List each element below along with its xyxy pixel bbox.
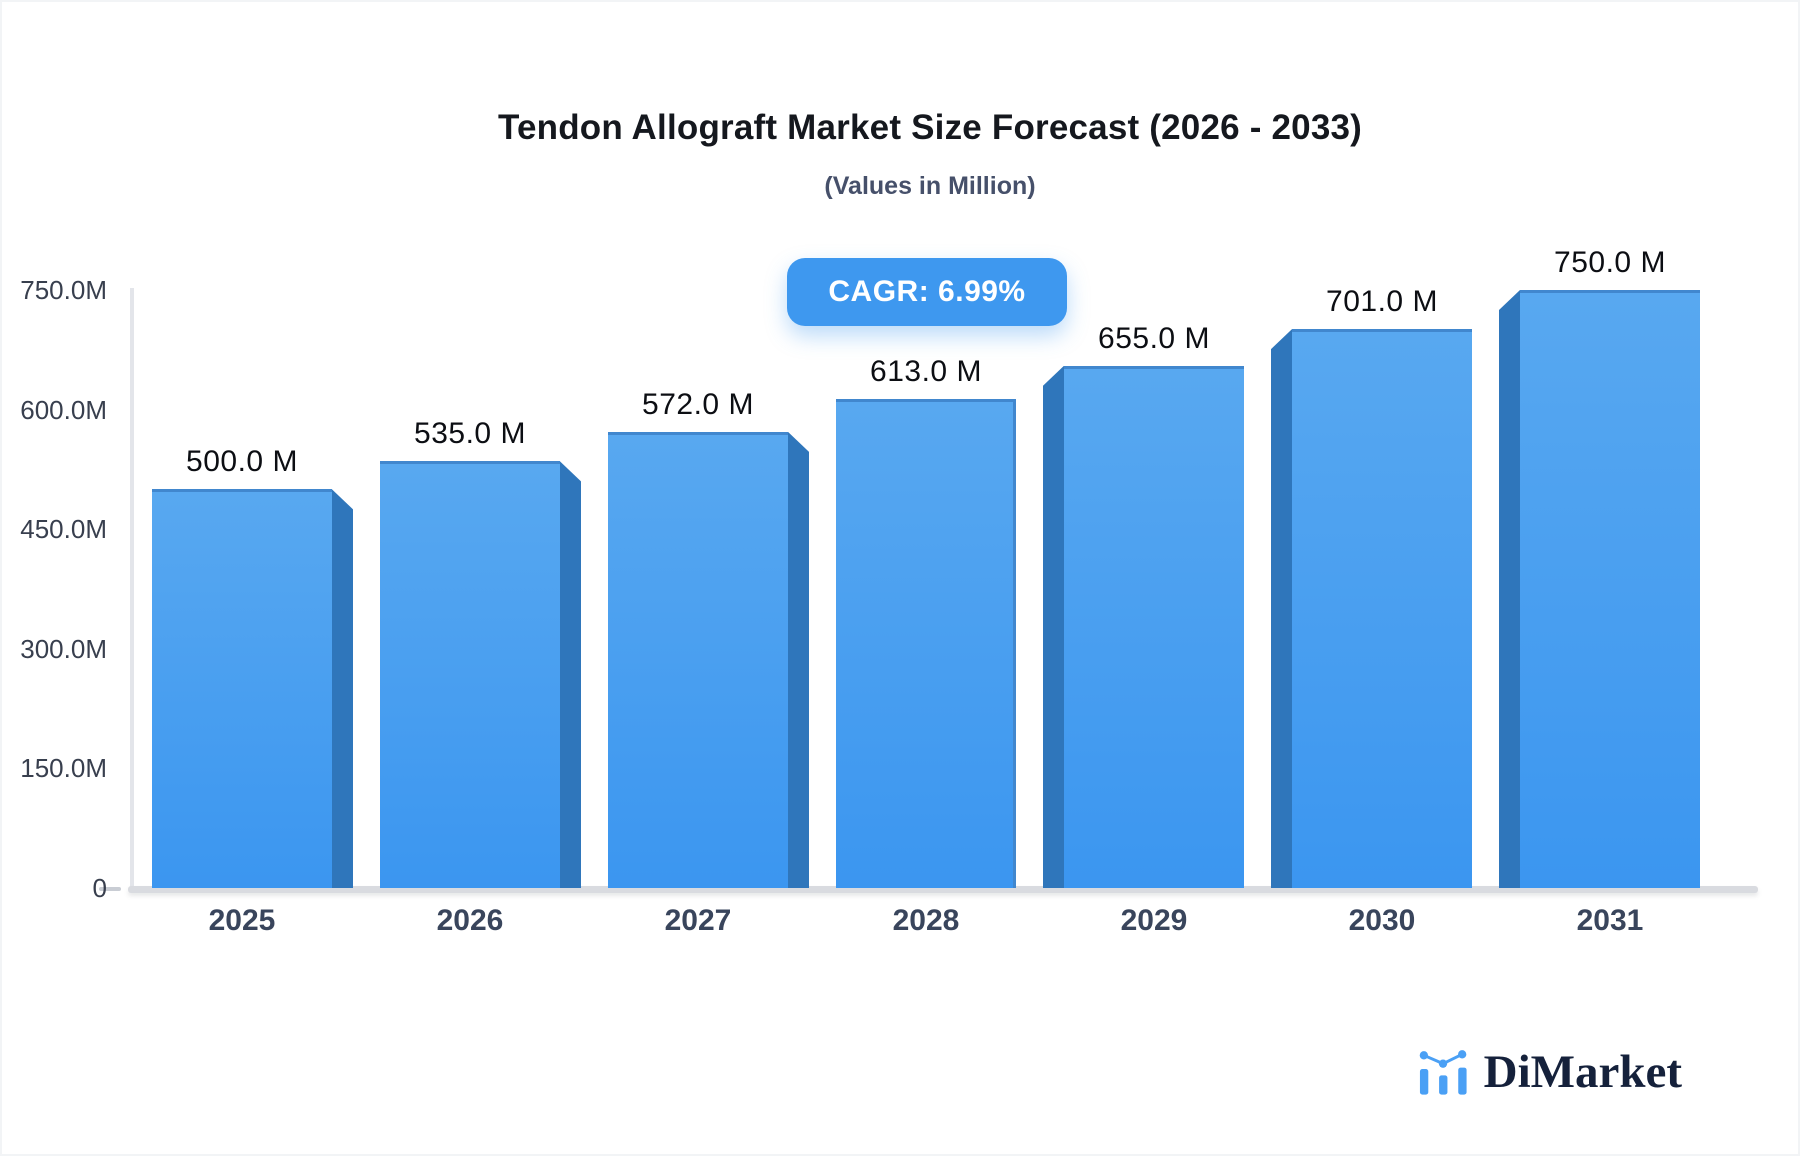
bar-2027-side-face [788, 431, 809, 888]
chart-subtitle: (Values in Million) [824, 172, 1036, 200]
bar-2027 [608, 431, 788, 888]
brand-name: DiMarket [1483, 1046, 1682, 1098]
bar-value-label: 572.0 M [642, 387, 754, 421]
x-axis-baseline [128, 886, 1758, 893]
x-axis-tick-label: 2026 [436, 904, 504, 937]
cagr-badge-label: CAGR: 6.99% [828, 275, 1026, 308]
x-axis-tick-label: 2030 [1348, 904, 1416, 937]
y-axis-tick-label: 750.0M [20, 275, 107, 305]
x-axis-tick-label: 2031 [1576, 904, 1644, 937]
bar-line-chart-icon [1417, 1047, 1471, 1097]
y-axis-tick-label: 450.0M [20, 514, 107, 545]
x-axis-tick-label: 2029 [1120, 904, 1188, 937]
x-axis-tick-label: 2027 [664, 904, 732, 937]
bar-value-label: 613.0 M [870, 355, 982, 389]
chart-title: Tendon Allograft Market Size Forecast (2… [497, 108, 1363, 147]
y-axis-tick-label: 150.0M [20, 753, 107, 784]
y-axis-tick-label: 600.0M [20, 394, 107, 425]
bar-2026 [380, 461, 560, 888]
bar-value-label: 750.0 M [1554, 246, 1666, 279]
bar-value-label: 701.0 M [1326, 285, 1438, 319]
bar-2031 [1520, 290, 1700, 888]
zero-tick-mark [99, 887, 121, 891]
y-axis-tick-label: 0 [92, 873, 107, 903]
bar-value-label: 655.0 M [1098, 321, 1210, 355]
y-axis-tick-label: 300.0M [20, 633, 107, 664]
bar-2025-side-face [332, 489, 353, 888]
brand-logo: DiMarket [1417, 1044, 1682, 1100]
bar-2030-side-face [1271, 329, 1292, 888]
bar-2030 [1292, 329, 1472, 888]
cagr-badge: CAGR: 6.99% [787, 258, 1067, 326]
y-axis-line [130, 288, 134, 890]
bar-2031-side-face [1499, 290, 1520, 888]
bar-2028 [836, 399, 1016, 888]
x-axis-tick-label: 2025 [208, 904, 276, 937]
bar-value-label: 535.0 M [414, 417, 526, 451]
bar-2025 [152, 489, 332, 888]
bar-2029-side-face [1043, 365, 1064, 888]
bar-2029 [1064, 365, 1244, 888]
x-axis-tick-label: 2028 [892, 904, 960, 937]
bar-2026-side-face [560, 461, 581, 888]
bar-value-label: 500.0 M [186, 445, 298, 479]
